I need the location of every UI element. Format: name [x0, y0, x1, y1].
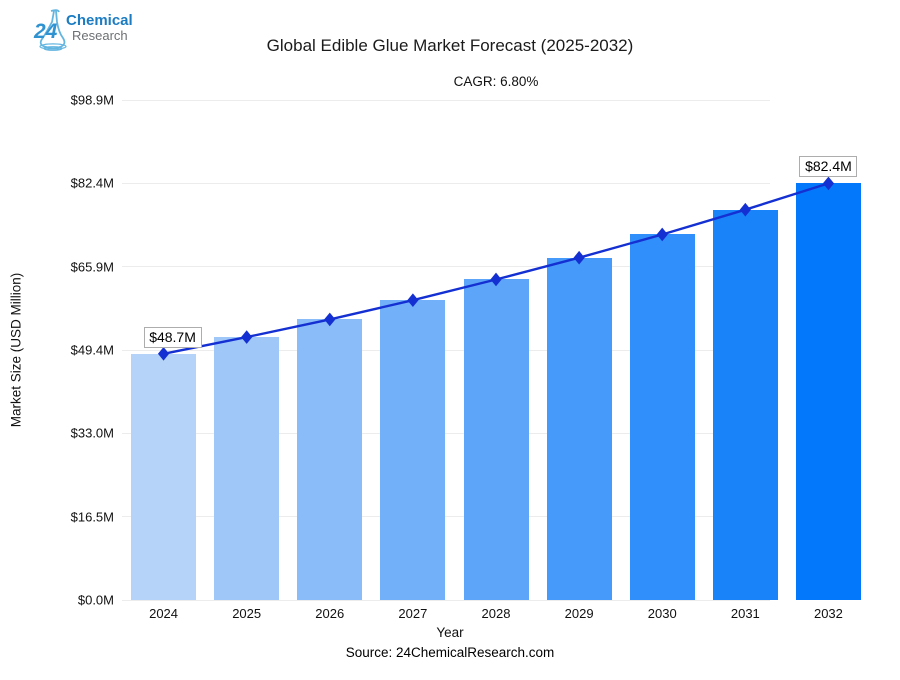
data-point-marker — [656, 227, 668, 242]
flask-icon: 24 Chemical Research — [33, 9, 133, 51]
x-tick-label: 2025 — [232, 606, 262, 621]
y-tick-label: $65.9M — [70, 259, 114, 275]
data-point-marker — [490, 272, 502, 287]
value-label-2024: $48.7M — [143, 326, 202, 348]
bar-2027 — [380, 300, 446, 600]
x-tick-label: 2031 — [730, 606, 760, 621]
x-tick-label: 2028 — [481, 606, 511, 621]
x-tick-label: 2026 — [315, 606, 345, 621]
chart-subtitle: CAGR: 6.80% — [453, 74, 539, 89]
bar-2031 — [712, 209, 778, 600]
x-tick-label: 2027 — [398, 606, 428, 621]
gridline — [122, 599, 770, 601]
x-axis-title: Year — [436, 625, 464, 640]
gridline — [122, 99, 770, 101]
y-tick-label: $16.5M — [70, 509, 114, 525]
bar-2028 — [463, 279, 529, 600]
logo-number: 24 — [33, 20, 58, 43]
logo-word-research: Research — [72, 28, 128, 43]
y-tick-label: $0.0M — [77, 592, 114, 608]
x-tick-label: 2032 — [813, 606, 843, 621]
gridline — [122, 516, 770, 518]
data-point-marker — [739, 202, 751, 217]
logo: 24 Chemical Research — [18, 6, 138, 52]
x-tick-label: 2030 — [647, 606, 677, 621]
y-tick-label: $82.4M — [70, 175, 114, 191]
gridline — [122, 266, 770, 268]
bar-2026 — [297, 319, 363, 600]
y-axis-title: Market Size (USD Million) — [8, 272, 24, 428]
y-tick-label: $33.0M — [70, 425, 114, 441]
bar-2025 — [214, 337, 280, 600]
logo-word-chemical: Chemical — [66, 12, 133, 29]
bar-2032 — [795, 183, 861, 600]
chart-title: Global Edible Glue Market Forecast (2025… — [266, 36, 634, 55]
value-label-2032: $82.4M — [799, 156, 858, 178]
bar-2024 — [131, 353, 197, 600]
data-point-marker — [241, 330, 253, 344]
gridline — [122, 432, 770, 434]
data-point-marker — [157, 346, 170, 361]
x-tick-label: 2029 — [564, 606, 594, 621]
data-point-marker — [822, 176, 835, 191]
gridline — [122, 182, 770, 184]
data-point-marker — [407, 293, 419, 308]
y-tick-label: $49.4M — [70, 342, 114, 358]
data-point-marker — [324, 312, 336, 327]
trend-line — [157, 176, 835, 361]
gridline — [122, 349, 770, 351]
bar-2029 — [546, 257, 612, 600]
plot-area — [122, 99, 870, 601]
data-point-marker — [573, 250, 585, 265]
y-tick-label: $98.9M — [70, 92, 114, 108]
source-attribution: Source: 24ChemicalResearch.com — [345, 645, 555, 660]
bar-2030 — [629, 234, 695, 600]
x-tick-label: 2024 — [149, 606, 179, 621]
